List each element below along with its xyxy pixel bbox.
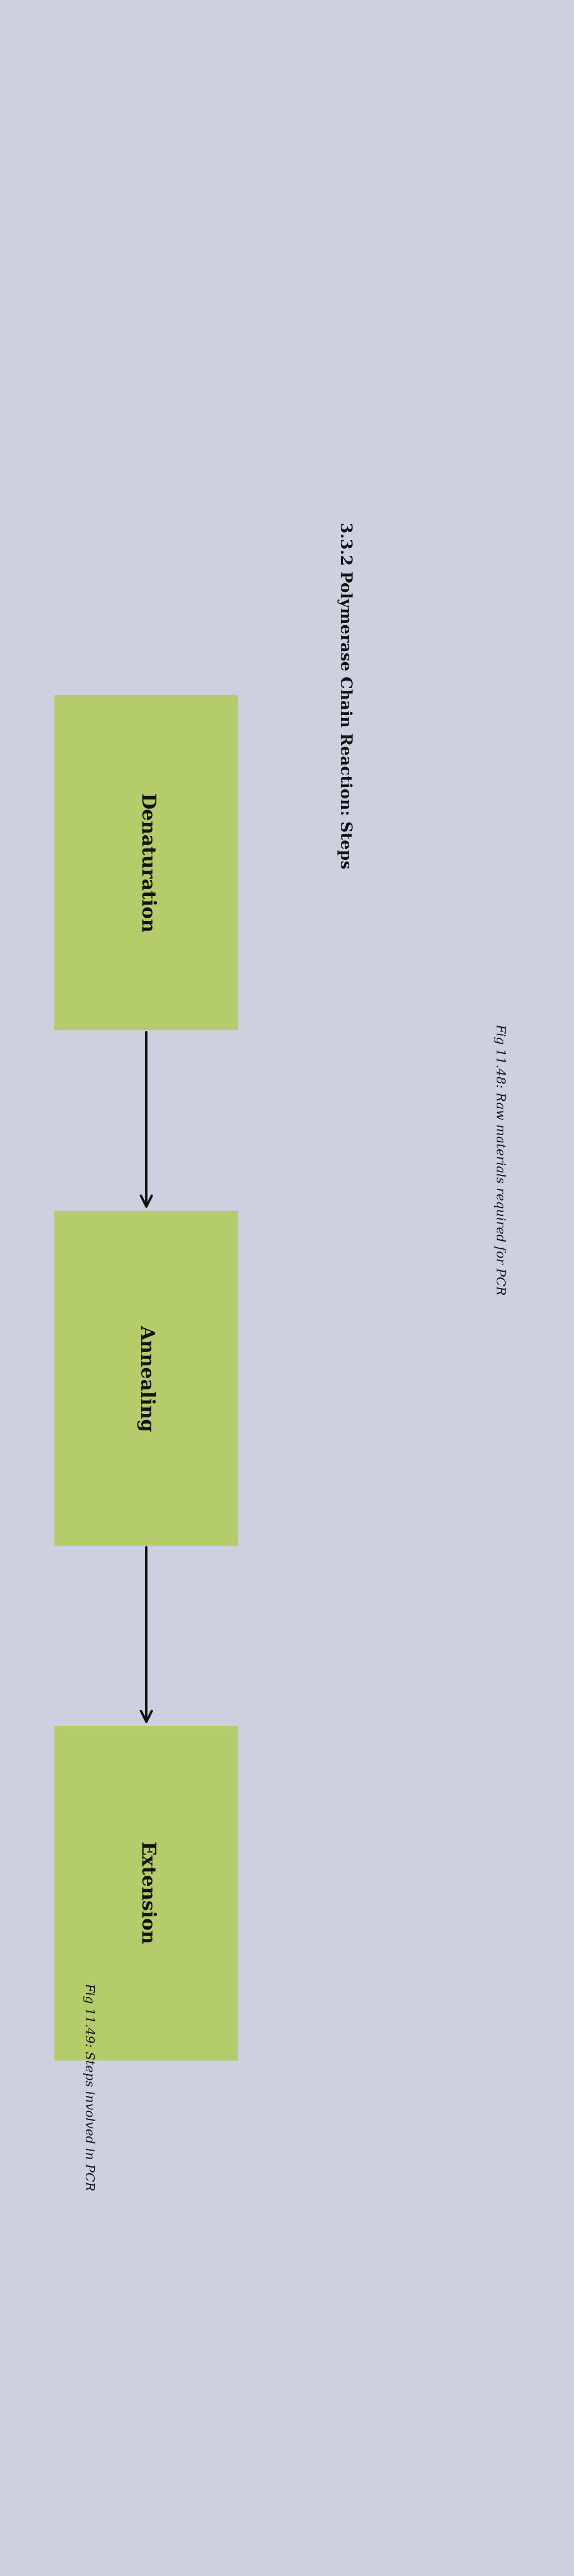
Text: Annealing: Annealing bbox=[137, 1324, 156, 1432]
Text: Fig 11.48: Raw materials required for PCR: Fig 11.48: Raw materials required for PC… bbox=[493, 1023, 506, 1296]
Text: Denaturation: Denaturation bbox=[137, 793, 156, 933]
Bar bbox=[55, 1211, 238, 1546]
Text: Extension: Extension bbox=[137, 1842, 156, 1945]
Text: Fig 11.49: Steps involved in PCR: Fig 11.49: Steps involved in PCR bbox=[83, 1984, 95, 2190]
Text: 3.3.2 Polymerase Chain Reaction: Steps: 3.3.2 Polymerase Chain Reaction: Steps bbox=[337, 523, 352, 868]
Bar bbox=[55, 1726, 238, 2061]
Bar bbox=[55, 696, 238, 1030]
